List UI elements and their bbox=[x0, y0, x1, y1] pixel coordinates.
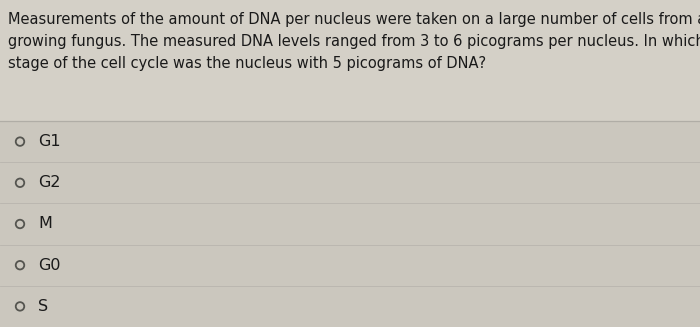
Text: S: S bbox=[38, 299, 48, 314]
Text: G1: G1 bbox=[38, 134, 61, 149]
Text: Measurements of the amount of DNA per nucleus were taken on a large number of ce: Measurements of the amount of DNA per nu… bbox=[8, 12, 700, 71]
Bar bbox=[0, 121, 700, 327]
Text: G2: G2 bbox=[38, 175, 60, 190]
Text: G0: G0 bbox=[38, 258, 60, 273]
Bar bbox=[0, 0, 700, 121]
Text: M: M bbox=[38, 216, 52, 232]
